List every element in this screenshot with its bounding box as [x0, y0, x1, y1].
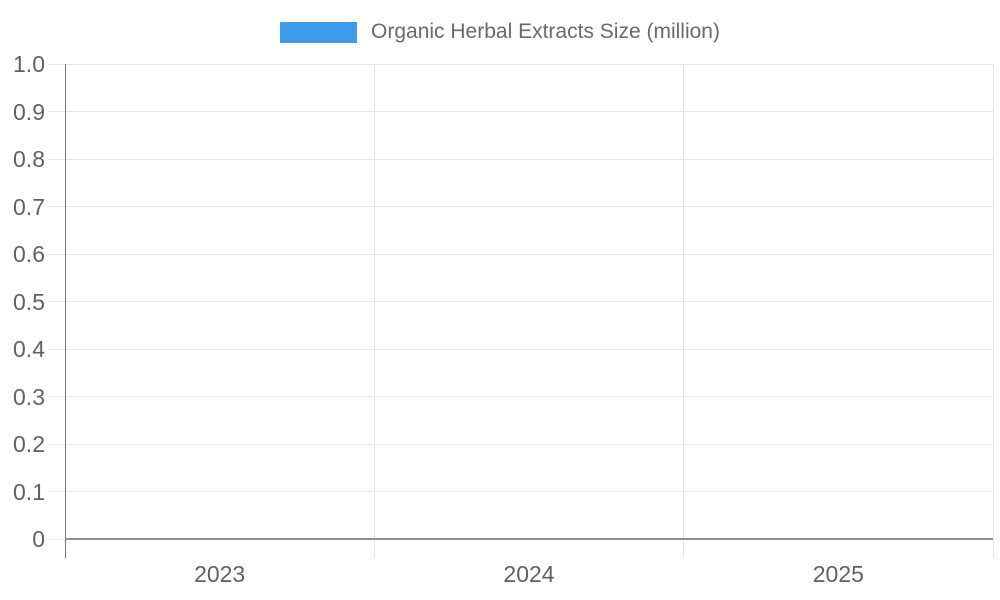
- y-axis-tick: [48, 63, 65, 65]
- y-axis-tick: [48, 396, 65, 397]
- y-axis-tick-label: 0.7: [13, 193, 45, 220]
- x-gridline: [992, 64, 994, 558]
- y-gridline: [65, 443, 993, 445]
- legend-item[interactable]: Organic Herbal Extracts Size (million): [280, 18, 720, 46]
- y-axis-line: [65, 64, 66, 558]
- y-gridline: [65, 253, 993, 255]
- legend-swatch-icon: [280, 21, 358, 43]
- y-gridline: [65, 301, 993, 302]
- y-axis-tick: [48, 348, 65, 350]
- y-axis-tick-label: 0.6: [13, 241, 45, 267]
- y-gridline: [65, 348, 993, 350]
- y-axis-tick-label: 0.5: [13, 288, 45, 315]
- y-gridline: [65, 396, 993, 397]
- y-gridline: [65, 206, 993, 207]
- y-axis-tick-label: 0.3: [13, 383, 45, 410]
- y-axis-tick-label: 0: [32, 526, 45, 552]
- y-axis-tick: [48, 538, 65, 540]
- y-axis-tick-label: 0.2: [13, 431, 45, 457]
- y-axis-tick: [48, 301, 65, 302]
- legend-label: Organic Herbal Extracts Size (million): [371, 20, 720, 43]
- y-axis-tick-label: 0.9: [13, 98, 45, 125]
- y-gridline: [65, 111, 993, 112]
- y-gridline: [65, 158, 993, 160]
- x-axis-category-label: 2024: [503, 561, 555, 587]
- chart-legend: Organic Herbal Extracts Size (million): [0, 18, 1000, 46]
- y-axis-tick-label: 0.8: [13, 146, 45, 172]
- y-gridline: [65, 63, 993, 65]
- y-axis-tick-label: 1.0: [13, 51, 45, 77]
- y-axis-tick-label: 0.1: [13, 478, 45, 505]
- y-axis-tick: [48, 158, 65, 160]
- y-axis-tick: [48, 206, 65, 207]
- y-axis-tick: [48, 491, 65, 492]
- y-gridline: [65, 491, 993, 492]
- y-axis-tick-label: 0.4: [13, 336, 45, 362]
- x-gridline: [683, 64, 685, 558]
- y-axis-tick: [48, 253, 65, 255]
- x-axis-line: [65, 538, 993, 540]
- x-axis-category-label: 2025: [812, 561, 864, 587]
- y-axis-tick: [48, 111, 65, 112]
- y-axis-tick: [48, 443, 65, 445]
- x-axis-category-label: 2023: [194, 561, 246, 587]
- x-gridline: [373, 64, 375, 558]
